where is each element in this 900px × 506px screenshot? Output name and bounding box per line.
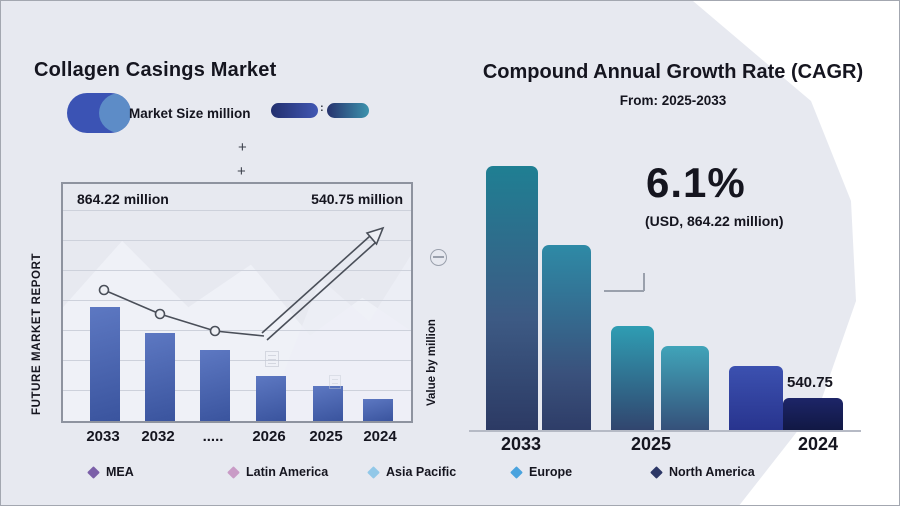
gridline xyxy=(63,360,411,361)
cagr-value: 6.1% xyxy=(646,159,746,206)
legend-item-asia-pacific: Asia Pacific xyxy=(367,465,457,479)
legend-label: MEA xyxy=(106,465,134,479)
legend-label: Asia Pacific xyxy=(386,465,457,479)
x-label-2024: 2024 xyxy=(797,434,839,454)
bar-2025 xyxy=(313,386,343,421)
series-legend-label: Market Size million xyxy=(129,106,251,121)
document-ghost-icon xyxy=(265,351,279,367)
legend-item-latin-america: Latin America xyxy=(227,465,329,479)
annotation-end-value: 540.75 million xyxy=(311,191,403,207)
page-title: Collagen Casings Market xyxy=(34,59,277,81)
trend-line-and-arrow xyxy=(98,226,385,341)
gridline xyxy=(63,300,411,301)
cagr-bar-2033-secondary xyxy=(542,245,591,430)
legend-label: North America xyxy=(669,465,755,479)
cylinder-icon xyxy=(67,93,131,133)
x-label-2025: 2025 xyxy=(309,428,343,445)
data-label-540-75: 540.75 xyxy=(787,374,833,391)
gridline xyxy=(63,390,411,391)
plus-icon: + xyxy=(238,139,247,156)
cagr-basis: (USD, 864.22 million) xyxy=(645,213,784,229)
left-chart-plot-area: 864.22 million 540.75 million xyxy=(61,182,413,423)
x-label-2026: 2026 xyxy=(252,428,286,445)
pill-shape-teal-icon xyxy=(327,103,369,118)
x-label-2024: 2024 xyxy=(363,428,397,445)
cagr-bar-2025-secondary xyxy=(661,346,709,430)
diamond-icon xyxy=(650,465,663,479)
x-label-2025: 2025 xyxy=(630,434,672,454)
legend-label: Europe xyxy=(529,465,573,479)
x-label-2032: 2032 xyxy=(141,428,175,445)
bracket-line xyxy=(643,273,645,291)
annotation-start-value: 864.22 million xyxy=(77,191,169,207)
cylinder-cap-icon xyxy=(99,93,131,133)
plus-icon: + xyxy=(237,163,246,180)
bar-2032 xyxy=(145,333,175,421)
legend-item-europe: Europe xyxy=(510,465,573,479)
pill-shape-blue-icon xyxy=(271,103,318,118)
pill-separator: : xyxy=(320,102,324,114)
diamond-icon xyxy=(227,465,240,479)
bar-ellipsis xyxy=(200,350,230,421)
x-label-ellipsis: ..... xyxy=(202,428,224,445)
cagr-bar-2033-primary xyxy=(486,166,538,430)
y-axis-label: Value by million xyxy=(426,319,438,406)
bar-2033 xyxy=(90,307,120,421)
cagr-bar-2024-secondary xyxy=(783,398,843,430)
gridline xyxy=(63,210,411,211)
x-axis-line xyxy=(469,430,861,432)
legend-label: Latin America xyxy=(246,465,329,479)
cagr-bar-2024-primary xyxy=(729,366,783,430)
bracket-line xyxy=(604,290,644,292)
x-label-2033: 2033 xyxy=(86,428,120,445)
bar-2024 xyxy=(363,399,393,421)
watermark-future-market-report: FUTURE MARKET REPORT xyxy=(31,252,43,415)
gridline xyxy=(63,270,411,271)
diamond-icon xyxy=(510,465,523,479)
cagr-subtitle: From: 2025-2033 xyxy=(619,93,727,108)
x-label-2033: 2033 xyxy=(500,434,542,454)
diamond-icon xyxy=(367,465,380,479)
cagr-title: Compound Annual Growth Rate (CAGR) xyxy=(482,61,864,83)
cagr-bar-2025-primary xyxy=(611,326,654,430)
gridline xyxy=(63,330,411,331)
legend-item-mea: MEA xyxy=(87,465,134,479)
gridline xyxy=(63,240,411,241)
legend-item-north-america: North America xyxy=(650,465,755,479)
circle-minus-icon xyxy=(430,249,447,266)
bar-2026 xyxy=(256,376,286,421)
diamond-icon xyxy=(87,465,100,479)
document-ghost-icon xyxy=(329,375,341,389)
